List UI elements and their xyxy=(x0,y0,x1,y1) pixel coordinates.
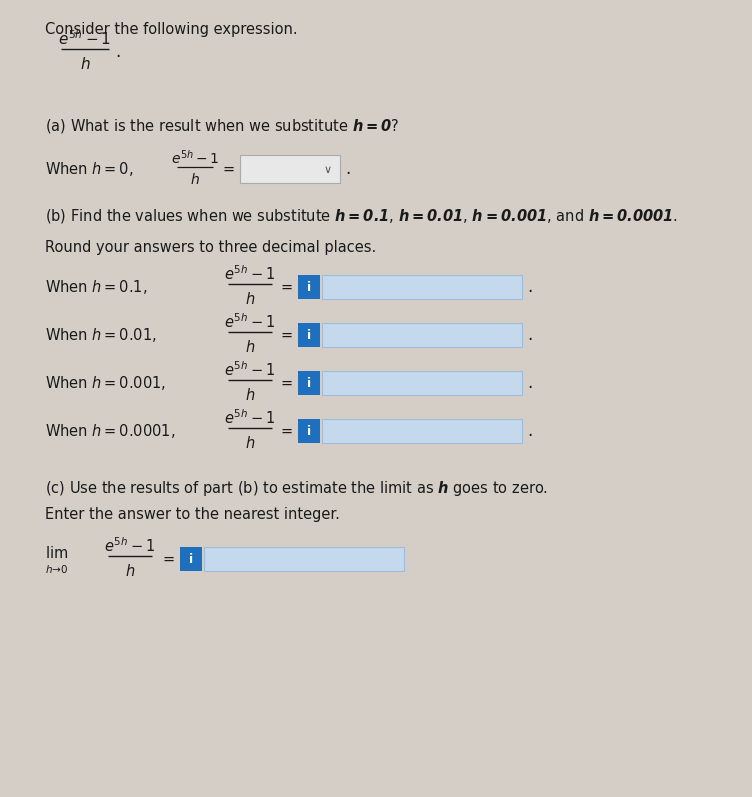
Text: $e^{5h} - 1$: $e^{5h} - 1$ xyxy=(225,265,275,283)
Text: $\mathbf{i}$: $\mathbf{i}$ xyxy=(306,328,311,342)
Text: =: = xyxy=(280,280,292,295)
Text: =: = xyxy=(222,162,234,176)
Text: .: . xyxy=(345,160,350,178)
Text: When $h = 0.1$,: When $h = 0.1$, xyxy=(45,278,147,296)
Bar xyxy=(298,323,320,347)
Bar xyxy=(298,371,320,395)
Text: $e^{5h} - 1$: $e^{5h} - 1$ xyxy=(225,312,275,331)
Text: Consider the following expression.: Consider the following expression. xyxy=(45,22,298,37)
Text: $\mathbf{i}$: $\mathbf{i}$ xyxy=(189,552,193,566)
Text: (c) Use the results of part (b) to estimate the limit as $\bfit{h}$ goes to zero: (c) Use the results of part (b) to estim… xyxy=(45,479,548,498)
Text: When $h = 0$,: When $h = 0$, xyxy=(45,160,133,178)
Text: =: = xyxy=(280,328,292,343)
Text: $e^{5h} - 1$: $e^{5h} - 1$ xyxy=(225,408,275,427)
Text: (a) What is the result when we substitute $\bfit{h} = 0$?: (a) What is the result when we substitut… xyxy=(45,117,399,135)
Bar xyxy=(180,547,202,571)
Text: $h\!\to\!0$: $h\!\to\!0$ xyxy=(45,563,68,575)
Bar xyxy=(322,419,522,443)
Bar xyxy=(322,323,522,347)
Text: $e^{5h} - 1$: $e^{5h} - 1$ xyxy=(225,360,275,379)
Text: $h$: $h$ xyxy=(245,339,255,355)
Text: $\lim$: $\lim$ xyxy=(45,545,68,561)
Text: .: . xyxy=(527,422,532,440)
Text: $h$: $h$ xyxy=(190,171,200,186)
Text: =: = xyxy=(162,552,174,567)
Text: $h$: $h$ xyxy=(245,291,255,307)
Bar xyxy=(298,275,320,299)
Text: Enter the answer to the nearest integer.: Enter the answer to the nearest integer. xyxy=(45,507,340,522)
Bar xyxy=(322,275,522,299)
Text: $\mathbf{i}$: $\mathbf{i}$ xyxy=(306,280,311,294)
Text: .: . xyxy=(527,374,532,392)
Text: $e^{5h} - 1$: $e^{5h} - 1$ xyxy=(59,29,111,48)
Text: $\vee$: $\vee$ xyxy=(323,163,332,175)
Text: =: = xyxy=(280,423,292,438)
Text: =: = xyxy=(280,375,292,391)
Text: Round your answers to three decimal places.: Round your answers to three decimal plac… xyxy=(45,240,376,255)
Bar xyxy=(204,547,404,571)
Text: When $h = 0.001$,: When $h = 0.001$, xyxy=(45,374,166,392)
Text: When $h = 0.0001$,: When $h = 0.0001$, xyxy=(45,422,175,440)
Text: .: . xyxy=(115,43,120,61)
Text: $h$: $h$ xyxy=(80,56,90,72)
Bar xyxy=(240,155,340,183)
Text: .: . xyxy=(527,278,532,296)
Text: $\mathbf{i}$: $\mathbf{i}$ xyxy=(306,424,311,438)
Bar xyxy=(298,419,320,443)
Text: $e^{5h} - 1$: $e^{5h} - 1$ xyxy=(105,536,156,555)
Text: $h$: $h$ xyxy=(245,435,255,451)
Text: $e^{5h} - 1$: $e^{5h} - 1$ xyxy=(171,148,220,167)
Text: $h$: $h$ xyxy=(125,563,135,579)
Text: $h$: $h$ xyxy=(245,387,255,403)
Text: When $h = 0.01$,: When $h = 0.01$, xyxy=(45,326,156,344)
Text: .: . xyxy=(527,326,532,344)
Text: (b) Find the values when we substitute $\bfit{h} = 0.1$, $\bfit{h} = 0.01$, $\bf: (b) Find the values when we substitute $… xyxy=(45,207,678,225)
Text: $\mathbf{i}$: $\mathbf{i}$ xyxy=(306,376,311,390)
Bar xyxy=(322,371,522,395)
